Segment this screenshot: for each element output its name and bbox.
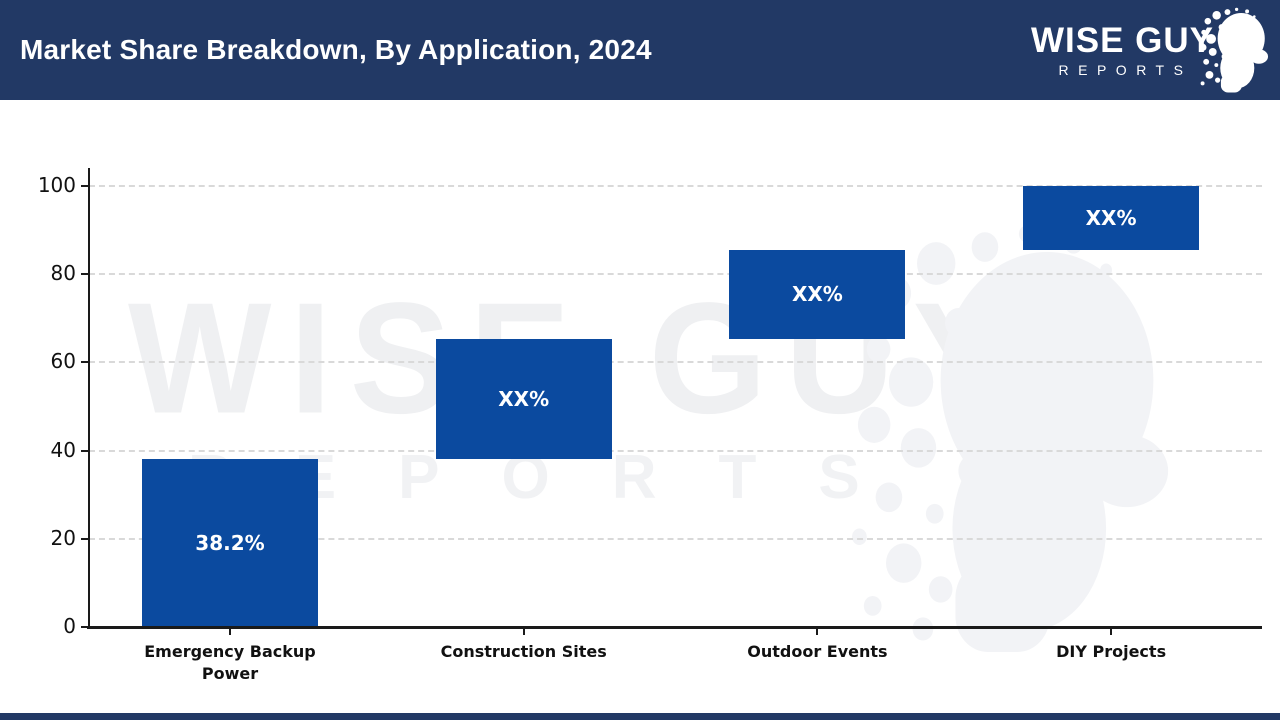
- y-tick-mark: [81, 185, 89, 187]
- y-tick-mark: [81, 361, 89, 364]
- y-tick-label: 20: [50, 525, 76, 550]
- bar-segment: XX%: [435, 339, 612, 459]
- x-category-label: Construction Sites: [384, 641, 664, 663]
- x-category-label-line: Outdoor Events: [747, 642, 888, 661]
- x-tick-mark: [816, 627, 819, 635]
- gridline: [89, 361, 1262, 364]
- logo-subtext: REPORTS: [1058, 62, 1193, 78]
- gridline: [89, 537, 1262, 540]
- gridline: [89, 185, 1262, 187]
- x-axis-line: [87, 626, 1262, 629]
- y-tick-label: 80: [50, 261, 76, 286]
- x-category-label-line: Power: [201, 663, 259, 683]
- y-tick-mark: [81, 626, 89, 628]
- y-axis-line: [88, 168, 90, 629]
- y-tick-label: 60: [50, 349, 76, 374]
- x-category-label: Outdoor Events: [677, 641, 957, 663]
- watermark-head-graphic: [852, 225, 1169, 652]
- y-tick-mark: [81, 273, 89, 276]
- x-tick-mark: [1110, 627, 1113, 635]
- bar-value-label: 38.2%: [195, 530, 265, 555]
- bar-segment: XX%: [729, 249, 906, 340]
- y-tick-mark: [81, 537, 89, 540]
- bar-segment: XX%: [1023, 186, 1200, 250]
- y-tick-mark: [81, 449, 89, 452]
- footer-band: [0, 713, 1280, 720]
- x-category-label-line: Construction Sites: [440, 642, 607, 661]
- header-band: Market Share Breakdown, By Application, …: [0, 0, 1280, 100]
- wiseguy-logo: WISE GUY REPORTS: [1031, 7, 1270, 93]
- logo-head-icon: [1199, 7, 1269, 93]
- gridline: [89, 449, 1262, 452]
- x-category-label-line: DIY Projects: [1056, 642, 1167, 661]
- logo-wordmark: WISE GUY: [1030, 21, 1214, 60]
- x-tick-mark: [522, 627, 525, 635]
- x-category-label: Emergency Backup Power: [90, 641, 370, 684]
- y-tick-label: 100: [37, 173, 76, 197]
- chart-title: Market Share Breakdown, By Application, …: [20, 34, 652, 65]
- bar-value-label: XX%: [1085, 205, 1137, 230]
- y-tick-label: 0: [63, 614, 76, 638]
- gridline: [89, 273, 1262, 276]
- x-category-label-line: Emergency Backup: [144, 642, 316, 661]
- y-tick-label: 40: [50, 437, 76, 462]
- bar-segment: 38.2%: [142, 458, 318, 627]
- logo-text: WISE GUY REPORTS: [1031, 23, 1214, 77]
- bar-value-label: XX%: [498, 386, 550, 411]
- x-tick-mark: [229, 627, 231, 635]
- x-category-label: DIY Projects: [971, 641, 1251, 663]
- bar-value-label: XX%: [791, 282, 843, 307]
